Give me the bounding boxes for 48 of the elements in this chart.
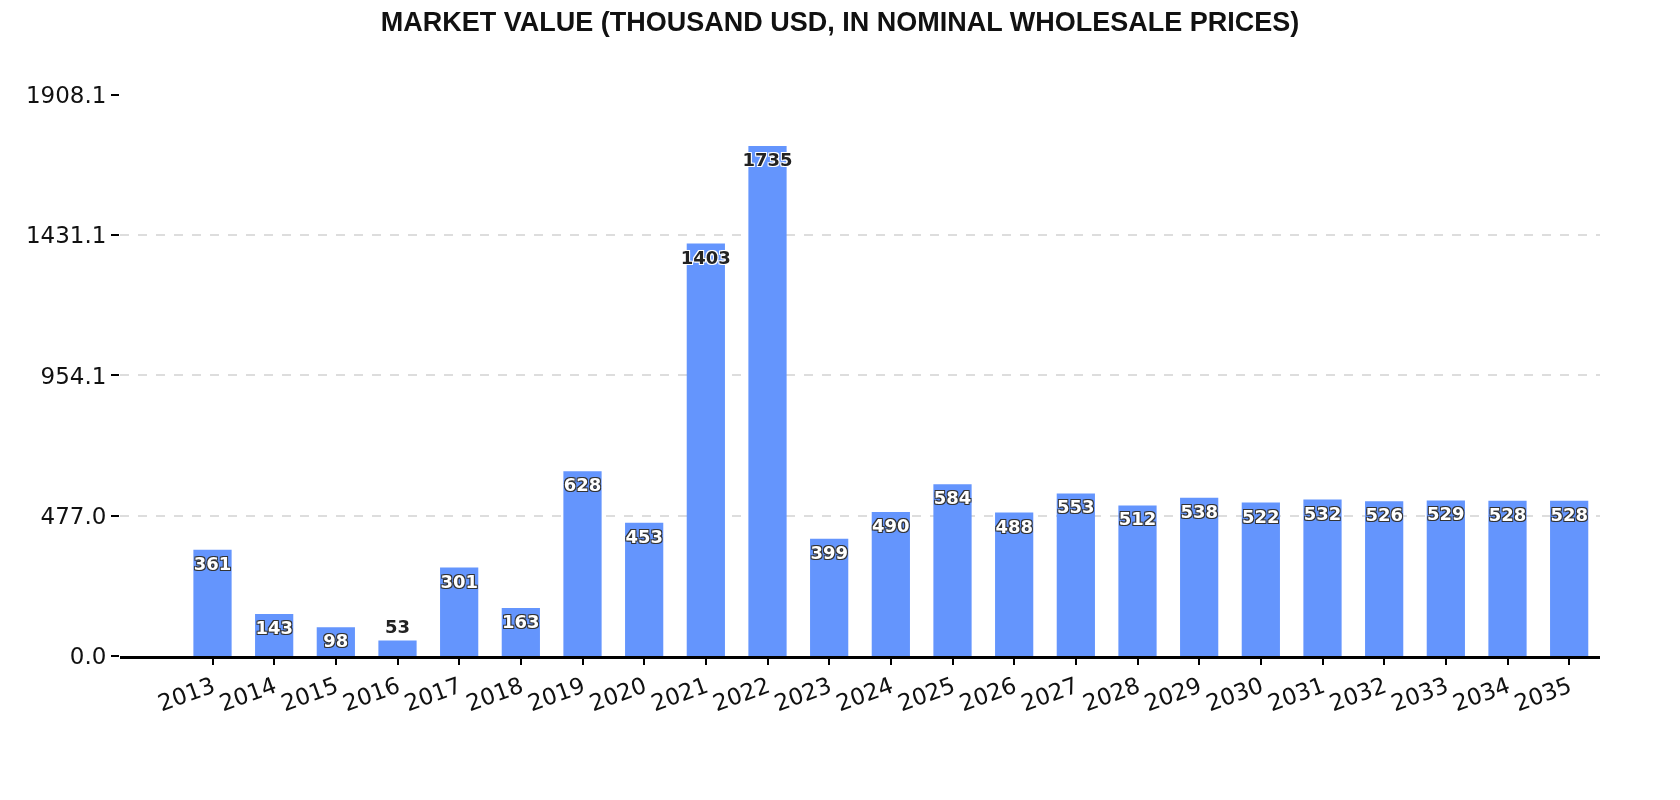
y-tick-label: 954.1 [40,362,107,389]
bar [1241,502,1280,656]
x-tick-label: 2021 [647,671,712,717]
bar [563,471,602,656]
data-label: 529 [1427,503,1465,525]
bar [1303,499,1342,656]
bar [1426,500,1465,656]
data-label: 98 [323,630,349,652]
x-tick-label: 2027 [1017,671,1082,717]
chart-title: MARKET VALUE (THOUSAND USD, IN NOMINAL WHOLESALE PRICES) [380,6,1300,37]
data-label: 512 [1118,508,1157,530]
data-label: 526 [1365,504,1403,526]
bar [378,640,417,656]
bar [871,511,910,656]
data-label: 53 [384,616,411,638]
data-label: 538 [1180,500,1218,522]
bar [1056,493,1095,656]
data-label: 490 [872,514,910,536]
x-tick-label: 2018 [462,671,527,717]
data-label: 528 [1488,503,1527,525]
data-label: 453 [625,525,663,547]
bar [1550,500,1589,656]
bar [1488,500,1527,656]
y-tick-label: 1431.1 [25,222,107,249]
y-tick-label: 0.0 [69,643,107,670]
data-label: 361 [193,552,232,574]
data-label: 143 [255,616,293,638]
data-label: 399 [810,541,848,563]
bar [995,512,1034,656]
y-tick-label: 1908.1 [25,82,107,109]
x-tick-label: 2015 [277,671,342,717]
data-label: 553 [1057,496,1095,518]
data-label: 628 [563,474,602,496]
x-tick-label: 2030 [1202,671,1267,717]
y-tick-label: 477.0 [40,502,107,529]
x-tick-label: 2033 [1387,671,1452,717]
data-label: 488 [995,515,1033,537]
x-tick-label: 2024 [832,671,897,717]
data-label: 528 [1550,503,1588,525]
bar [933,484,972,656]
data-label: 163 [502,611,540,633]
data-label: 584 [933,487,972,509]
bar [1118,505,1157,656]
bar [1365,501,1404,656]
bar [1180,497,1219,656]
data-label: 532 [1303,502,1342,524]
data-label: 301 [440,570,478,592]
data-label: 522 [1242,505,1280,527]
